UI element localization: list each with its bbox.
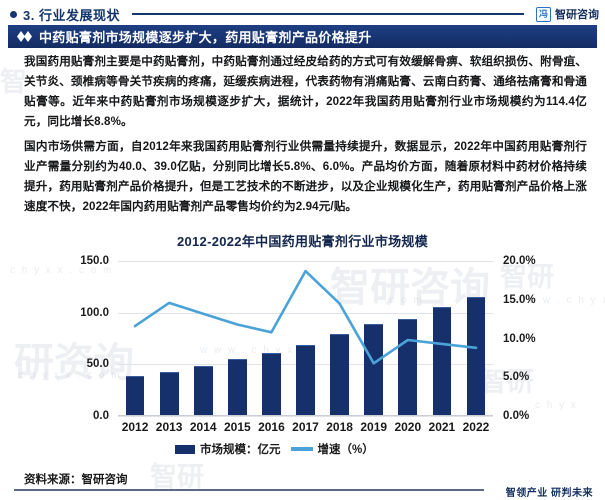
chart-line-path bbox=[133, 269, 478, 365]
body-paragraph-1: 我国药用贴膏剂主要是中药贴膏剂，中药贴膏剂通过经皮给药的方式可有效缓解骨痹、软组… bbox=[24, 55, 587, 128]
chart-container: 2012-2022年中国药用贴膏剂行业市场规模 0.0 50.0 100.0 150.… bbox=[0, 228, 605, 460]
chart-y-tick-right: 0.0% bbox=[503, 410, 530, 422]
chart-x-tick: 2012 bbox=[121, 420, 149, 434]
chart-line-series bbox=[133, 269, 478, 365]
chart-x-tick: 2021 bbox=[428, 420, 456, 434]
chart-bar bbox=[364, 324, 384, 416]
section-banner: 中药贴膏剂市场规模逐步扩大，药用贴膏剂产品价格提升 bbox=[8, 25, 597, 48]
chart-title: 2012-2022年中国药用贴膏剂行业市场规模 bbox=[176, 234, 429, 249]
chart-bar-series bbox=[118, 261, 493, 416]
chart-bar-slot bbox=[186, 261, 220, 416]
footer-slogan: 智领产业 研判未来 bbox=[505, 488, 593, 499]
legend-label-line: 增速（%） bbox=[317, 444, 374, 456]
chart-bar bbox=[432, 306, 452, 416]
chart-bar-slot bbox=[152, 261, 186, 416]
chart-gridline bbox=[118, 416, 493, 417]
chart-x-tick: 2018 bbox=[326, 420, 353, 434]
chart-x-tick: 2013 bbox=[155, 420, 183, 434]
legend-item-line: 增速（%） bbox=[290, 441, 374, 457]
chart-y-tick-left: 150.0 bbox=[80, 255, 109, 267]
chart-x-tick: 2020 bbox=[394, 420, 422, 434]
diamond-bullet-icon bbox=[17, 31, 32, 42]
chart-bar bbox=[466, 296, 486, 416]
footer-divider bbox=[14, 489, 484, 491]
chart-bar-slot bbox=[323, 261, 357, 416]
brand-mark-icon: 冯 bbox=[536, 6, 551, 22]
brand-name: 智研咨询 bbox=[555, 9, 599, 21]
chart-y-tick-right: 15.0% bbox=[503, 293, 536, 306]
chart-bar bbox=[296, 344, 315, 416]
page-title: 3. 行业发展现状 bbox=[23, 7, 120, 23]
chart-y-tick-right: 20.0% bbox=[503, 255, 536, 267]
chart-legend: 市场规模：亿元 增速（%） bbox=[175, 441, 374, 457]
chart-y-tick-right: 5.0% bbox=[503, 371, 530, 384]
legend-swatch-line-icon bbox=[290, 447, 313, 451]
chart-x-tick: 2017 bbox=[292, 420, 319, 434]
chart-x-tick: 2019 bbox=[360, 420, 388, 434]
source-label: 资料来源：智研咨询 bbox=[24, 474, 128, 486]
chart-x-tick: 2014 bbox=[189, 420, 217, 434]
chart-bar-slot bbox=[220, 261, 254, 416]
chart-x-tick: 2016 bbox=[258, 420, 285, 434]
legend-label-bar: 市场规模：亿元 bbox=[200, 444, 281, 456]
chart-y-tick-left: 0.0 bbox=[93, 410, 109, 422]
chart-bar-slot bbox=[288, 261, 322, 416]
chart-bar bbox=[193, 366, 213, 416]
chart-bar-slot bbox=[118, 261, 152, 416]
chart-bar-slot bbox=[425, 261, 459, 416]
chart-gridline bbox=[118, 312, 493, 314]
chart-bar bbox=[262, 353, 281, 416]
chart-x-axis: 2012 2013 2014 2015 2016 2017 2018 2019 2020 2021… bbox=[118, 420, 493, 434]
legend-swatch-bar-icon bbox=[175, 444, 195, 454]
chart-bar-slot bbox=[357, 261, 391, 416]
brand-logo: 冯 智研咨询 bbox=[536, 6, 599, 22]
body-paragraph-2: 国内市场供需方面，自2012年来我国药用贴膏剂行业供需量持续提升，数据显示，20… bbox=[24, 140, 587, 213]
legend-item-bar: 市场规模：亿元 bbox=[175, 441, 281, 457]
chart-bar bbox=[125, 375, 145, 416]
chart-x-tick: 2022 bbox=[462, 420, 490, 434]
chart-plot-area: 0.0 50.0 100.0 150.0 0.0% 5.0% 10.0% 15.0% 20.0… bbox=[80, 255, 535, 422]
chart-y-tick-left: 100.0 bbox=[80, 306, 109, 319]
chart-gridline bbox=[118, 261, 493, 262]
chart-baseline-axis bbox=[118, 414, 493, 416]
chart-bar bbox=[330, 334, 349, 416]
chart-y-tick-left: 50.0 bbox=[86, 358, 109, 371]
header-divider bbox=[131, 13, 524, 15]
section-bullet-icon bbox=[10, 10, 17, 18]
banner-title: 中药贴膏剂市场规模逐步扩大，药用贴膏剂产品价格提升 bbox=[39, 30, 372, 45]
chart-bar-slot bbox=[254, 261, 288, 416]
chart-x-tick: 2015 bbox=[223, 420, 251, 434]
chart-bar bbox=[227, 359, 247, 416]
section-header: 3. 行业发展现状 冯 智研咨询 bbox=[10, 4, 599, 24]
chart-y-tick-right: 10.0% bbox=[503, 332, 536, 345]
chart-bar-slot bbox=[459, 261, 493, 416]
chart-bar bbox=[159, 371, 179, 416]
